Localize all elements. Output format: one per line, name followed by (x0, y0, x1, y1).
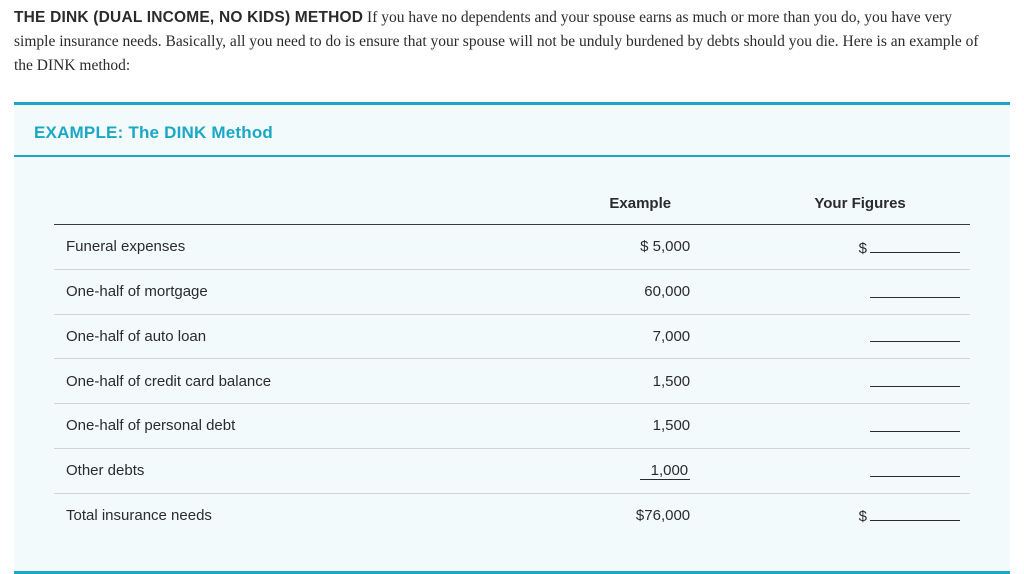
table-row: One-half of credit card balance1,500 (54, 359, 970, 404)
dink-table: Example Your Figures Funeral expenses$ 5… (54, 185, 970, 537)
blank-line (870, 416, 960, 432)
table-row: One-half of personal debt1,500 (54, 404, 970, 449)
table-row: One-half of auto loan7,000 (54, 314, 970, 359)
row-your-figure (750, 314, 970, 359)
dollar-sign: $ (859, 508, 867, 525)
row-your-figure: $ (750, 493, 970, 537)
row-your-figure: $ (750, 225, 970, 270)
table-row: One-half of mortgage60,000 (54, 269, 970, 314)
table-row: Funeral expenses$ 5,000 $ (54, 225, 970, 270)
col-header-label (54, 185, 530, 225)
example-box: EXAMPLE: The DINK Method Example Your Fi… (14, 102, 1010, 574)
dollar-sign: $ (859, 240, 867, 257)
table-wrap: Example Your Figures Funeral expenses$ 5… (14, 157, 1010, 571)
blank-line (870, 327, 960, 343)
row-example-value: $ 5,000 (530, 225, 750, 270)
row-example-value: 1,000 (530, 448, 750, 493)
blank-line (870, 371, 960, 387)
blank-line (870, 282, 960, 298)
row-label: Other debts (54, 448, 530, 493)
example-title: EXAMPLE: The DINK Method (34, 123, 273, 142)
blank-line (870, 237, 960, 253)
row-label: One-half of mortgage (54, 269, 530, 314)
row-label: Total insurance needs (54, 493, 530, 537)
row-label: One-half of auto loan (54, 314, 530, 359)
example-header: EXAMPLE: The DINK Method (14, 105, 1010, 157)
row-example-value: 1,500 (530, 404, 750, 449)
row-label: Funeral expenses (54, 225, 530, 270)
row-your-figure (750, 404, 970, 449)
col-header-yours: Your Figures (750, 185, 970, 225)
intro-paragraph: THE DINK (DUAL INCOME, NO KIDS) METHOD I… (0, 0, 1024, 92)
row-your-figure (750, 269, 970, 314)
row-example-value: 1,500 (530, 359, 750, 404)
table-row: Total insurance needs$76,000 $ (54, 493, 970, 537)
table-row: Other debts1,000 (54, 448, 970, 493)
row-your-figure (750, 359, 970, 404)
row-example-value: $76,000 (530, 493, 750, 537)
row-label: One-half of credit card balance (54, 359, 530, 404)
blank-line (870, 506, 960, 522)
row-your-figure (750, 448, 970, 493)
row-example-value: 60,000 (530, 269, 750, 314)
row-label: One-half of personal debt (54, 404, 530, 449)
blank-line (870, 461, 960, 477)
row-example-value: 7,000 (530, 314, 750, 359)
col-header-example: Example (530, 185, 750, 225)
intro-heading: THE DINK (DUAL INCOME, NO KIDS) METHOD (14, 9, 363, 26)
